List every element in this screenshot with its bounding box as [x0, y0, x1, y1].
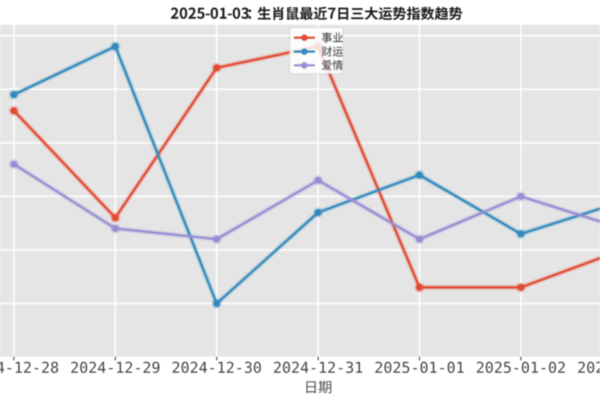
x-tick-label-2025-01-03	[578, 361, 600, 374]
marker-爱情-2024-12-31	[314, 176, 322, 184]
marker-爱情-2024-12-30	[213, 235, 221, 243]
marker-爱情-2025-01-02	[517, 192, 525, 200]
marker-财运-2024-12-31	[314, 209, 322, 216]
marker-爱情-2024-12-28	[10, 160, 18, 168]
x-axis-label	[306, 380, 332, 394]
marker-爱情-2025-01-01	[416, 235, 423, 243]
marker-事业-2024-12-30	[213, 64, 221, 72]
marker-事业-2025-01-01	[416, 283, 423, 291]
x-tick-label-2025-01-01	[375, 361, 464, 374]
x-tick-label-2025-01-02	[476, 361, 565, 374]
marker-财运-2025-01-01	[416, 171, 423, 179]
glyph-run	[170, 6, 463, 21]
marker-财运-2024-12-28	[10, 91, 18, 99]
x-tick-label-2024-12-29	[71, 361, 160, 374]
marker-爱情-2024-12-29	[111, 225, 119, 232]
legend-label	[321, 46, 343, 57]
marker-财运-2024-12-30	[213, 300, 221, 307]
legend-item-爱情	[293, 60, 343, 71]
x-tick-label-2024-12-28	[0, 361, 59, 374]
glyph-run	[306, 380, 332, 394]
marker-事业-2025-01-02	[517, 283, 525, 291]
legend-marker	[301, 34, 308, 41]
marker-财运-2025-01-02	[517, 230, 525, 238]
x-tick-marks	[13, 356, 522, 361]
x-tick-label-2024-12-31	[274, 361, 363, 374]
series-财运	[8, 41, 600, 309]
legend-label	[321, 32, 343, 43]
marker-事业-2024-12-29	[111, 214, 119, 222]
x-tick-label-2024-12-30	[172, 361, 261, 374]
legend-item-事业	[293, 32, 343, 43]
legend-item-财运	[293, 46, 343, 57]
legend-marker	[301, 62, 308, 69]
legend-label	[321, 60, 343, 71]
x-tick-labels	[0, 361, 600, 374]
gridlines	[0, 24, 600, 357]
series-爱情	[8, 159, 600, 245]
chart-title	[170, 6, 463, 21]
legend-marker	[301, 48, 308, 55]
marker-财运-2024-12-29	[111, 42, 119, 50]
legend	[289, 27, 344, 75]
marker-事业-2024-12-28	[10, 107, 18, 115]
